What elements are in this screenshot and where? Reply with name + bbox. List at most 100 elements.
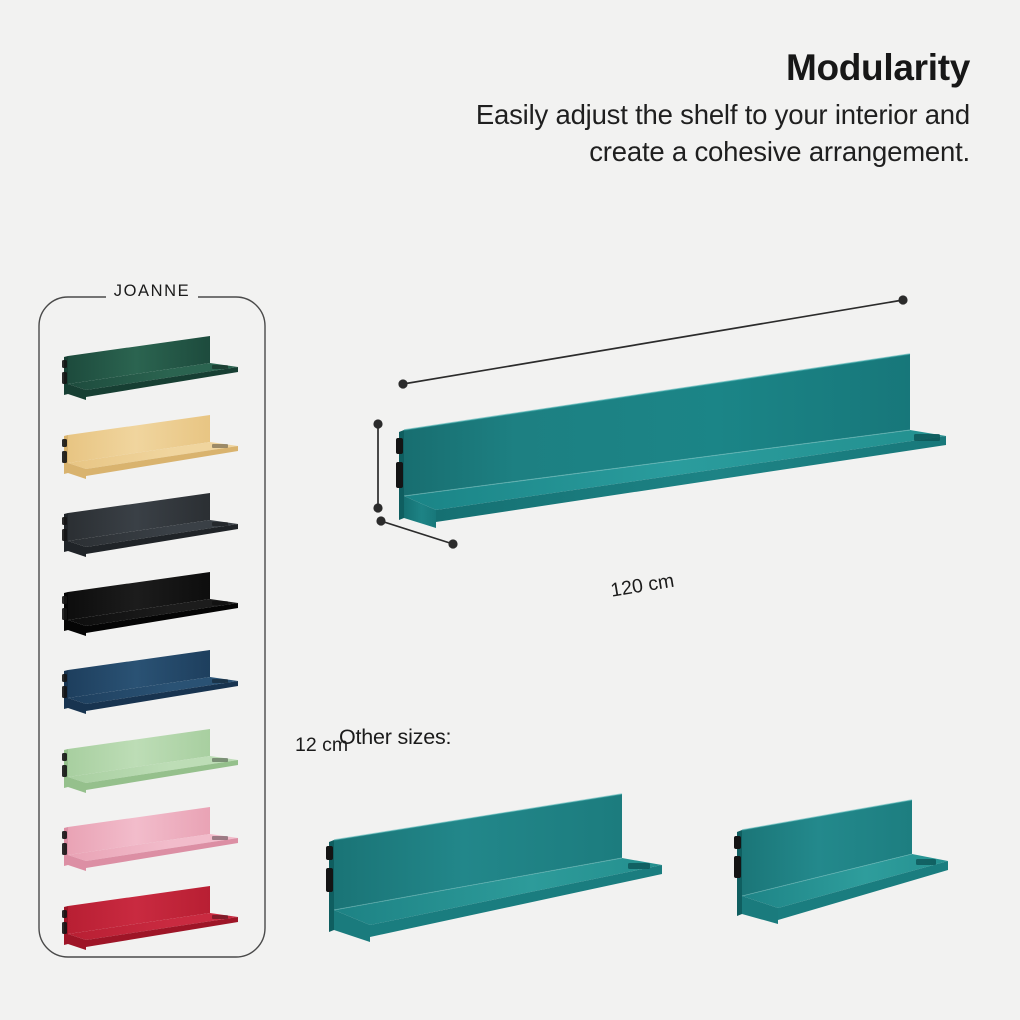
subtitle-line-1: Easily adjust the shelf to your interior… bbox=[475, 98, 970, 130]
swatch-deck bbox=[68, 520, 238, 547]
swatch-graphic-dark-green bbox=[62, 336, 238, 400]
swatch-bracket-lower bbox=[62, 607, 67, 620]
height-dot-top bbox=[373, 419, 383, 429]
swatch-sand-gold[interactable] bbox=[60, 409, 256, 487]
swatch-graphic-red bbox=[62, 885, 238, 950]
swatch-front-lip bbox=[86, 445, 238, 476]
brand-mark bbox=[914, 434, 940, 441]
small-deck-crease bbox=[741, 853, 913, 897]
swatch-bracket-lower bbox=[62, 529, 67, 541]
swatch-front-lip bbox=[86, 524, 238, 554]
swatch-brand-mark bbox=[212, 443, 228, 448]
swatch-back-panel bbox=[68, 650, 210, 698]
small-bracket-upper bbox=[734, 836, 741, 849]
swatch-back-panel bbox=[68, 571, 210, 620]
medium-left-return bbox=[334, 910, 370, 942]
swatch-charcoal[interactable] bbox=[60, 487, 256, 565]
dimension-lines bbox=[373, 295, 908, 549]
wall-bracket-upper bbox=[396, 438, 403, 454]
other-size-shelf-medium bbox=[322, 770, 702, 960]
dimension-annotations: 120 cm 12 cm 13 cm bbox=[270, 282, 970, 891]
small-shelf-graphic bbox=[734, 799, 948, 924]
swatch-left-return bbox=[68, 698, 86, 714]
medium-bracket-lower bbox=[326, 868, 333, 892]
header-block: Modularity Easily adjust the shelf to yo… bbox=[250, 48, 970, 171]
small-back-panel bbox=[742, 800, 912, 896]
swatch-bracket-lower bbox=[62, 450, 67, 463]
swatch-brand-mark bbox=[212, 600, 228, 605]
medium-back-panel bbox=[334, 794, 622, 910]
medium-bracket-upper bbox=[326, 846, 333, 860]
swatch-brand-mark bbox=[212, 522, 228, 526]
swatch-front-lip bbox=[86, 759, 238, 790]
hero-deck bbox=[404, 430, 946, 510]
swatch-brand-mark bbox=[212, 757, 228, 762]
dimension-height-label: 12 cm bbox=[295, 734, 349, 756]
swatch-front-lip bbox=[86, 838, 238, 868]
swatch-back-panel bbox=[68, 885, 210, 934]
swatch-red[interactable] bbox=[60, 880, 256, 958]
swatch-bracket-lower bbox=[62, 843, 67, 855]
swatch-deck bbox=[68, 441, 238, 469]
swatch-bracket-upper bbox=[62, 909, 67, 918]
panel-rounded-border bbox=[38, 296, 266, 958]
small-front-lip bbox=[778, 861, 948, 920]
swatch-back-panel bbox=[68, 493, 210, 541]
page-subtitle: Easily adjust the shelf to your interior… bbox=[250, 96, 970, 171]
hero-left-return bbox=[404, 496, 436, 528]
depth-dot-start bbox=[376, 516, 386, 526]
swatch-bracket-upper bbox=[62, 674, 67, 682]
swatch-back-panel bbox=[68, 414, 210, 463]
swatch-black[interactable] bbox=[60, 566, 256, 644]
swatch-bracket-upper bbox=[62, 517, 67, 525]
medium-back-top-edge bbox=[333, 793, 623, 841]
swatch-bracket-upper bbox=[62, 438, 67, 447]
color-swatch-panel: JOANNE bbox=[38, 282, 266, 958]
swatch-navy-blue[interactable] bbox=[60, 644, 256, 722]
height-dot-bottom bbox=[373, 503, 383, 513]
swatch-sage-green[interactable] bbox=[60, 723, 256, 801]
swatch-graphic-sand-gold bbox=[62, 414, 238, 479]
swatch-pink[interactable] bbox=[60, 801, 256, 879]
medium-deck-crease bbox=[333, 857, 623, 911]
hero-back-top-edge bbox=[403, 353, 911, 431]
swatch-left-return bbox=[68, 384, 86, 400]
swatch-deck bbox=[68, 363, 238, 390]
length-dot-right bbox=[898, 295, 908, 305]
swatch-back-panel bbox=[68, 336, 210, 384]
swatch-left-return bbox=[68, 933, 86, 950]
swatch-brand-mark bbox=[212, 836, 228, 840]
swatch-back-panel bbox=[68, 807, 210, 855]
swatch-list bbox=[38, 296, 266, 958]
hero-shelf-120 bbox=[286, 282, 986, 592]
swatch-left-return bbox=[68, 855, 86, 871]
small-deck bbox=[742, 854, 948, 908]
swatch-bracket-upper bbox=[62, 831, 67, 839]
subtitle-line-2: create a cohesive arrangement. bbox=[589, 136, 970, 168]
swatch-graphic-sage-green bbox=[62, 728, 238, 793]
swatch-front-lip bbox=[86, 916, 238, 947]
small-bracket-lower bbox=[734, 856, 741, 878]
swatch-bracket-upper bbox=[62, 752, 67, 761]
swatch-bracket-lower bbox=[62, 372, 67, 384]
swatch-left-return bbox=[68, 541, 86, 557]
swatch-back-panel bbox=[68, 728, 210, 777]
medium-brand-mark bbox=[628, 863, 650, 869]
medium-front-lip bbox=[370, 865, 662, 937]
swatch-deck bbox=[68, 834, 238, 861]
swatch-dark-green[interactable] bbox=[60, 330, 256, 408]
swatch-bracket-upper bbox=[62, 360, 67, 368]
medium-shelf-graphic bbox=[326, 793, 662, 942]
swatch-deck bbox=[68, 755, 238, 783]
swatch-front-lip bbox=[86, 681, 238, 711]
page-title: Modularity bbox=[785, 47, 970, 88]
small-brand-mark bbox=[916, 859, 936, 865]
depth-dot-end bbox=[448, 539, 458, 549]
hero-front-lip bbox=[436, 436, 946, 522]
swatch-bracket-lower bbox=[62, 921, 67, 934]
swatch-graphic-charcoal bbox=[62, 493, 238, 557]
length-dot-left bbox=[398, 379, 408, 389]
swatch-bracket-lower bbox=[62, 686, 67, 698]
hero-deck-crease bbox=[403, 429, 911, 497]
